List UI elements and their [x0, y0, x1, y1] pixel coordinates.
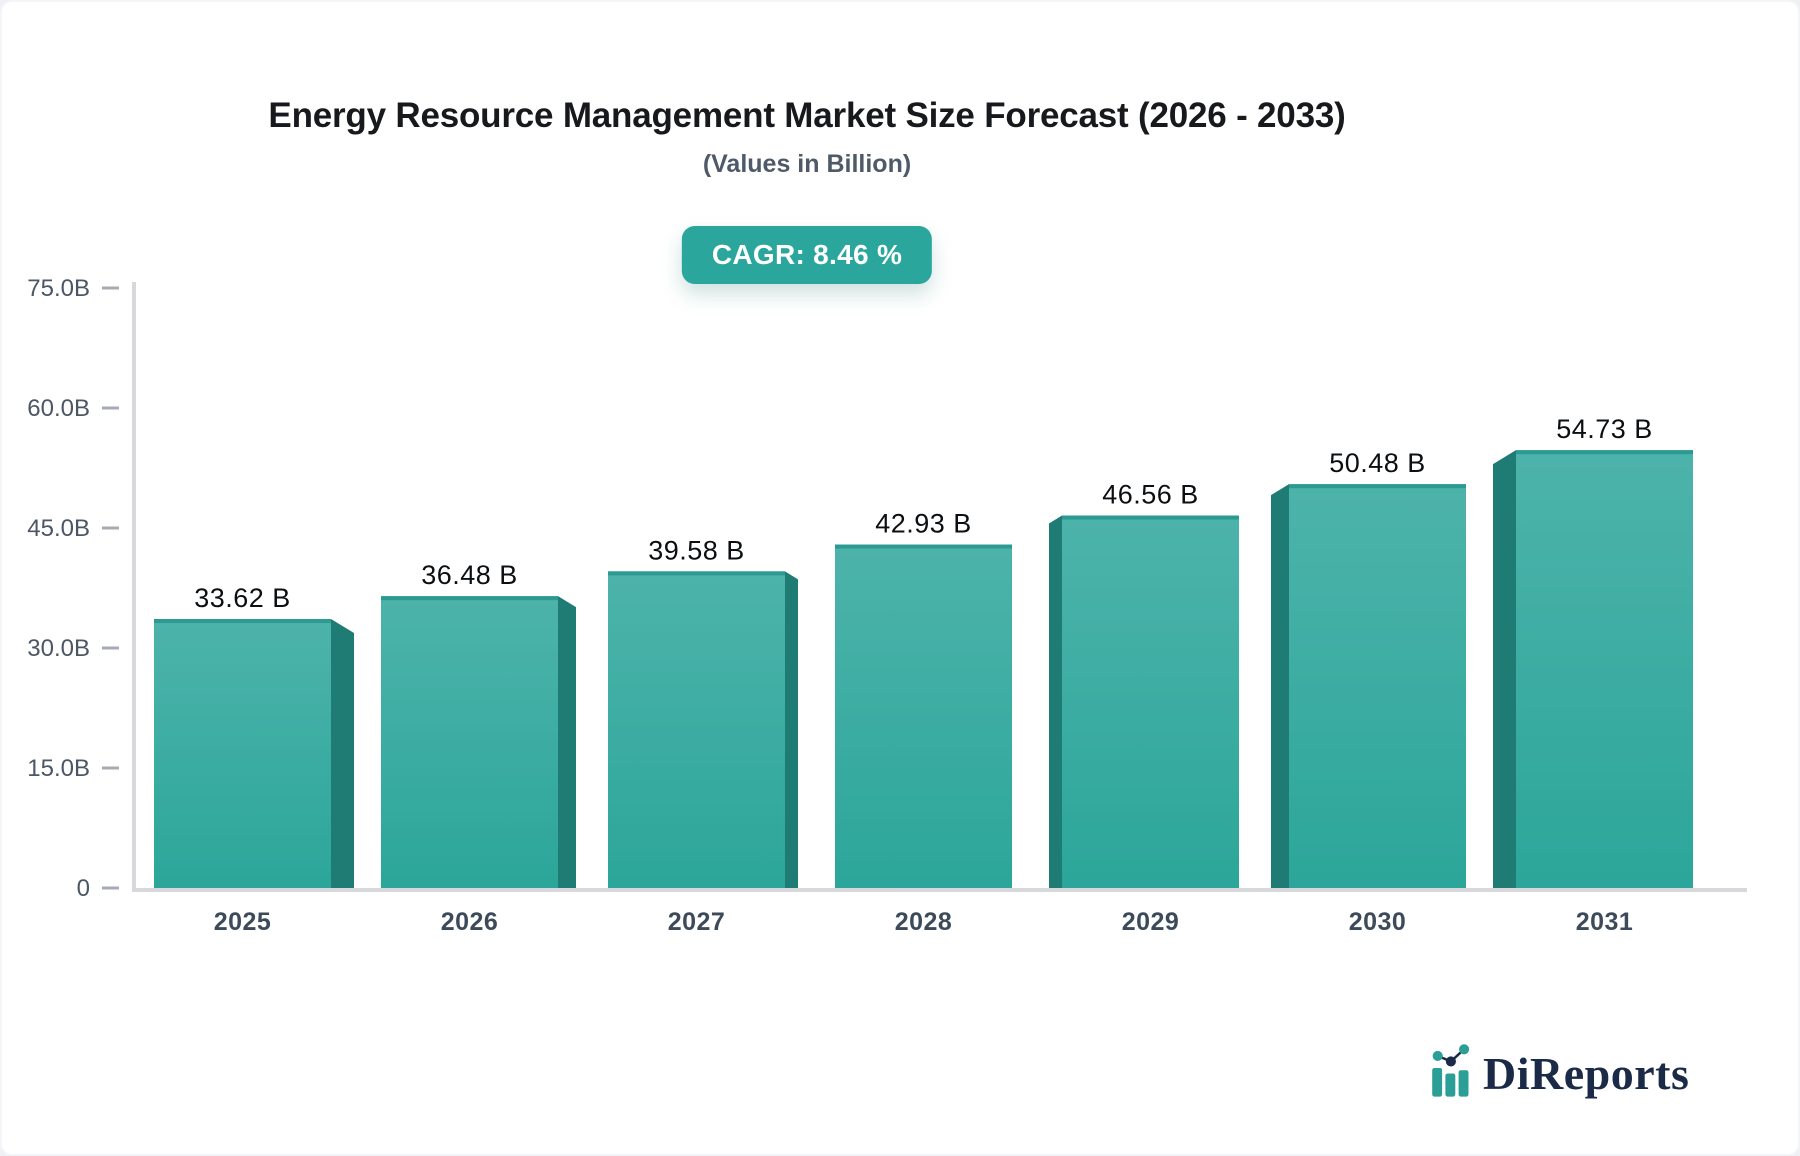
value-label-2030: 50.48 B [1329, 448, 1426, 478]
bar-2025 [154, 619, 331, 888]
y-tick [102, 286, 119, 290]
bar-2031 [1516, 450, 1693, 888]
logo-dot [1445, 1056, 1456, 1067]
bar-side-2025 [331, 619, 354, 888]
x-axis-label-2026: 2026 [441, 908, 499, 936]
bar-top-edge-2030 [1289, 484, 1466, 489]
y-tick [102, 646, 119, 650]
x-axis-label-2031: 2031 [1576, 908, 1634, 936]
bar-side-2026 [558, 596, 576, 888]
bar-2026 [381, 596, 558, 888]
x-axis-label-2025: 2025 [214, 908, 272, 936]
value-label-2025: 33.62 B [194, 583, 291, 613]
y-tick [102, 766, 119, 770]
logo-bar [1445, 1073, 1456, 1097]
x-axis-line [132, 888, 1747, 892]
y-tick-label: 75.0B [27, 275, 90, 302]
bar-side-2031 [1493, 450, 1516, 888]
x-axis-label-2028: 2028 [895, 908, 953, 936]
x-axis-label-2030: 2030 [1349, 908, 1407, 936]
bar-2028 [835, 544, 1012, 888]
chart-subtitle: (Values in Billion) [702, 150, 912, 178]
logo-dot [1432, 1050, 1443, 1061]
bar-side-2027 [785, 571, 798, 888]
y-tick-label: 0 [77, 875, 90, 902]
y-tick [102, 406, 119, 410]
bar-2029 [1062, 515, 1239, 888]
x-axis-label-2027: 2027 [668, 908, 726, 936]
value-label-2029: 46.56 B [1102, 480, 1199, 510]
bar-top-edge-2026 [381, 596, 558, 601]
bar-top-edge-2025 [154, 619, 331, 624]
logo-bar [1432, 1068, 1443, 1097]
y-tick [102, 526, 119, 530]
bar-side-2029 [1049, 515, 1062, 888]
bar-top-edge-2029 [1062, 515, 1239, 520]
y-tick-label: 60.0B [27, 395, 90, 422]
bar-side-2030 [1271, 484, 1289, 888]
cagr-badge-label: CAGR: 8.46 % [711, 239, 903, 270]
logo-bar [1458, 1070, 1469, 1097]
cagr-badge: CAGR: 8.46 % [681, 226, 933, 284]
bar-2030 [1289, 484, 1466, 888]
direports-logo: DiReports [1430, 1027, 1689, 1099]
value-label-2028: 42.93 B [875, 509, 972, 539]
value-label-2026: 36.48 B [421, 560, 518, 590]
x-axis-label-2029: 2029 [1122, 908, 1180, 936]
y-tick-label: 45.0B [27, 515, 90, 542]
bar-top-edge-2027 [608, 571, 785, 576]
bar-top-edge-2031 [1516, 450, 1693, 455]
bar-top-edge-2028 [835, 544, 1012, 549]
direports-logo-text: DiReports [1483, 1048, 1690, 1099]
y-tick [102, 886, 119, 890]
value-label-2031: 54.73 B [1556, 414, 1653, 444]
value-label-2027: 39.58 B [648, 535, 745, 565]
chart-title: Energy Resource Management Market Size F… [268, 96, 1346, 135]
y-tick-label: 30.0B [27, 635, 90, 662]
bar-2027 [608, 571, 785, 888]
y-tick-label: 15.0B [27, 755, 90, 782]
direports-logo-icon [1432, 1044, 1470, 1097]
y-axis-line [132, 282, 136, 888]
logo-dot [1459, 1044, 1470, 1055]
